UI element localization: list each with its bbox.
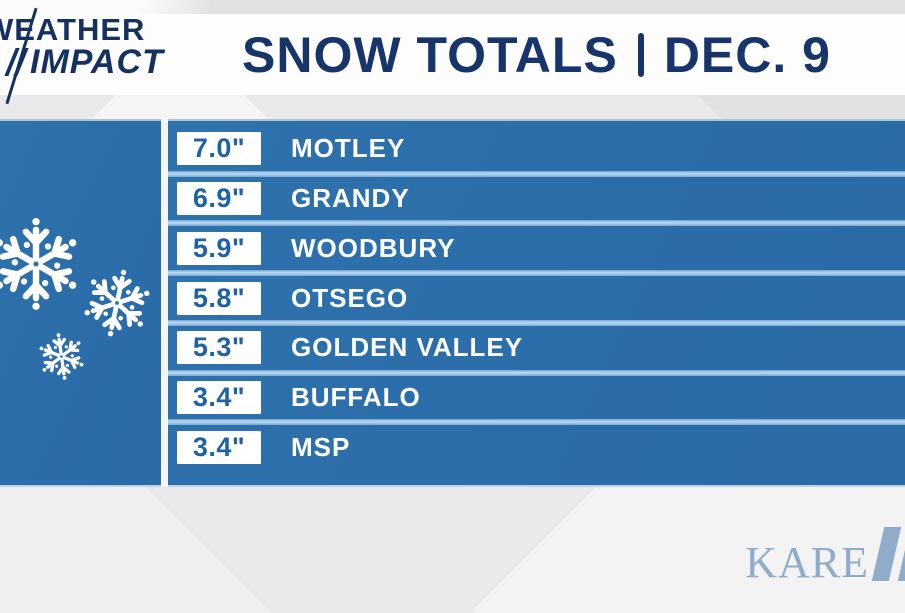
headline: SNOW TOTALS DEC. 9 (168, 14, 905, 95)
kare-wordmark: KARE (745, 537, 869, 587)
table-row: 6.9" GRANDY (168, 177, 905, 221)
row-separator (168, 220, 905, 227)
snow-amount-badge: 7.0" (177, 132, 261, 166)
title-divider (637, 32, 644, 77)
row-separator (168, 270, 905, 277)
location-label: WOODBURY (291, 232, 456, 263)
row-separator (168, 170, 905, 177)
location-label: MOTLEY (291, 133, 406, 164)
headline-date: DEC. 9 (663, 26, 831, 83)
snow-amount-badge: 6.9" (177, 182, 261, 216)
table-row: 3.4" BUFFALO (168, 376, 905, 420)
table-row: 5.9" WOODBURY (168, 226, 905, 270)
weather-impact-logo: WEATHER IMPACT (0, 7, 164, 105)
header-band (0, 14, 905, 95)
row-separator (168, 369, 905, 376)
snow-amount-badge: 3.4" (177, 430, 261, 464)
location-label: GRANDY (291, 183, 410, 214)
snowflake-icon (0, 218, 82, 310)
brand-line2: IMPACT (30, 42, 164, 81)
location-label: BUFFALO (291, 381, 421, 412)
location-label: MSP (291, 431, 351, 462)
table-row: 5.3" GOLDEN VALLEY (168, 326, 905, 370)
table-row: 3.4" MSP (168, 425, 905, 469)
location-label: GOLDEN VALLEY (291, 332, 524, 363)
location-label: OTSEGO (291, 282, 409, 313)
table-row: 7.0" MOTLEY (168, 127, 905, 171)
snow-amount-badge: 5.8" (177, 281, 261, 315)
snow-amount-badge: 5.3" (177, 331, 261, 365)
table-row: 5.8" OTSEGO (168, 276, 905, 320)
snow-amount-badge: 5.9" (177, 231, 261, 265)
page-title: SNOW TOTALS (242, 26, 618, 83)
panel-divider (161, 119, 168, 487)
snow-totals-table: 7.0" MOTLEY 6.9" GRANDY 5.9" WOODBURY 5.… (168, 119, 905, 487)
snowflake-icon (35, 330, 88, 383)
kare-11-logo: KARE (745, 527, 905, 587)
kare-channel-11-mark (871, 527, 902, 581)
snowflake-icon (77, 263, 158, 344)
top-strip (0, 0, 905, 14)
snowflake-panel (0, 119, 161, 487)
snow-amount-badge: 3.4" (177, 380, 261, 414)
row-separator (168, 419, 905, 426)
row-separator (168, 319, 905, 326)
